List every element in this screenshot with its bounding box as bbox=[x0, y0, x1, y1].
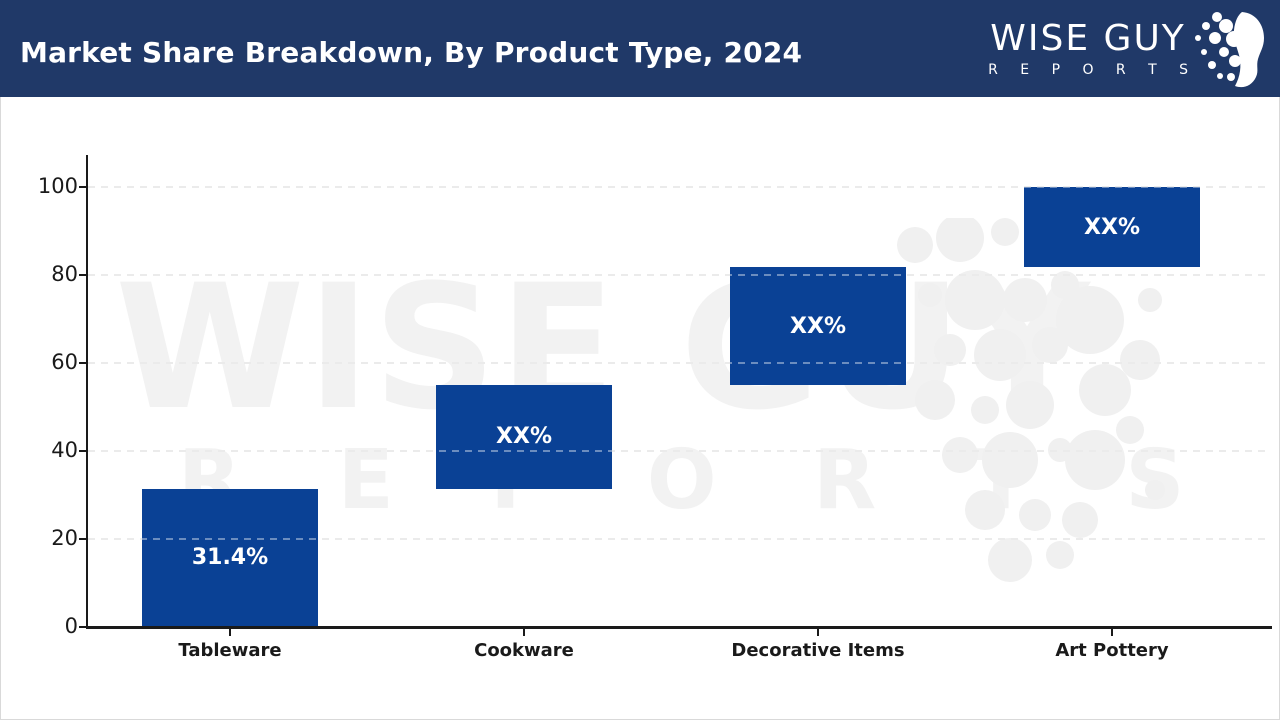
y-axis-tick-label: 0 bbox=[64, 614, 78, 638]
gridline bbox=[88, 450, 1271, 452]
gridline bbox=[88, 186, 1271, 188]
y-axis-tick-label: 80 bbox=[51, 262, 78, 286]
x-axis-category-label: Cookware bbox=[474, 640, 574, 661]
x-axis-tick bbox=[523, 629, 525, 636]
x-axis-category-label: Tableware bbox=[178, 640, 282, 661]
x-axis-category-label: Decorative Items bbox=[731, 640, 905, 661]
gridline-overlay bbox=[88, 274, 1271, 276]
logo-reports-label: R E P O R T S bbox=[988, 62, 1197, 78]
bar-value-label: XX% bbox=[1084, 214, 1140, 240]
bar-value-label: XX% bbox=[790, 313, 846, 339]
gridline-overlay bbox=[88, 362, 1271, 364]
x-axis-line bbox=[86, 626, 1272, 629]
page-title: Market Share Breakdown, By Product Type,… bbox=[20, 36, 803, 69]
waterfall-bar: XX% bbox=[436, 385, 612, 489]
y-axis-tick-label: 40 bbox=[51, 438, 78, 462]
y-axis-tick bbox=[79, 186, 87, 188]
y-axis-tick bbox=[79, 450, 87, 452]
y-axis-tick-label: 60 bbox=[51, 350, 78, 374]
bar-value-label: 31.4% bbox=[191, 545, 269, 571]
bar-value-label: XX% bbox=[496, 424, 552, 450]
y-axis-tick-label: 20 bbox=[51, 526, 78, 550]
y-axis-tick bbox=[79, 274, 87, 276]
logo-wise-guy-label: WISE GUY bbox=[990, 18, 1186, 59]
logo-dotted-face-icon bbox=[1195, 12, 1264, 88]
wise-guy-reports-logo: WISE GUY R E P O R T S bbox=[988, 6, 1266, 92]
waterfall-bar: 31.4% bbox=[142, 488, 318, 627]
gridline bbox=[88, 362, 1271, 364]
gridline bbox=[88, 538, 1271, 540]
waterfall-bar: XX% bbox=[1024, 187, 1200, 268]
x-axis-tick bbox=[817, 629, 819, 636]
x-axis-tick bbox=[1111, 629, 1113, 636]
y-axis-tick bbox=[79, 626, 87, 628]
waterfall-bar: XX% bbox=[730, 267, 906, 385]
header-bar: Market Share Breakdown, By Product Type,… bbox=[0, 0, 1280, 97]
y-axis-line bbox=[86, 155, 88, 628]
x-axis-tick bbox=[229, 629, 231, 636]
logo-text: WISE GUY R E P O R T S bbox=[988, 20, 1188, 80]
gridline-overlay bbox=[88, 450, 1271, 452]
gridline-overlay bbox=[88, 538, 1271, 540]
y-axis-tick bbox=[79, 538, 87, 540]
gridline-overlay bbox=[88, 186, 1271, 188]
y-axis-tick-label: 100 bbox=[37, 174, 78, 198]
y-axis-tick bbox=[79, 362, 87, 364]
x-axis-category-label: Art Pottery bbox=[1055, 640, 1169, 661]
gridline bbox=[88, 274, 1271, 276]
